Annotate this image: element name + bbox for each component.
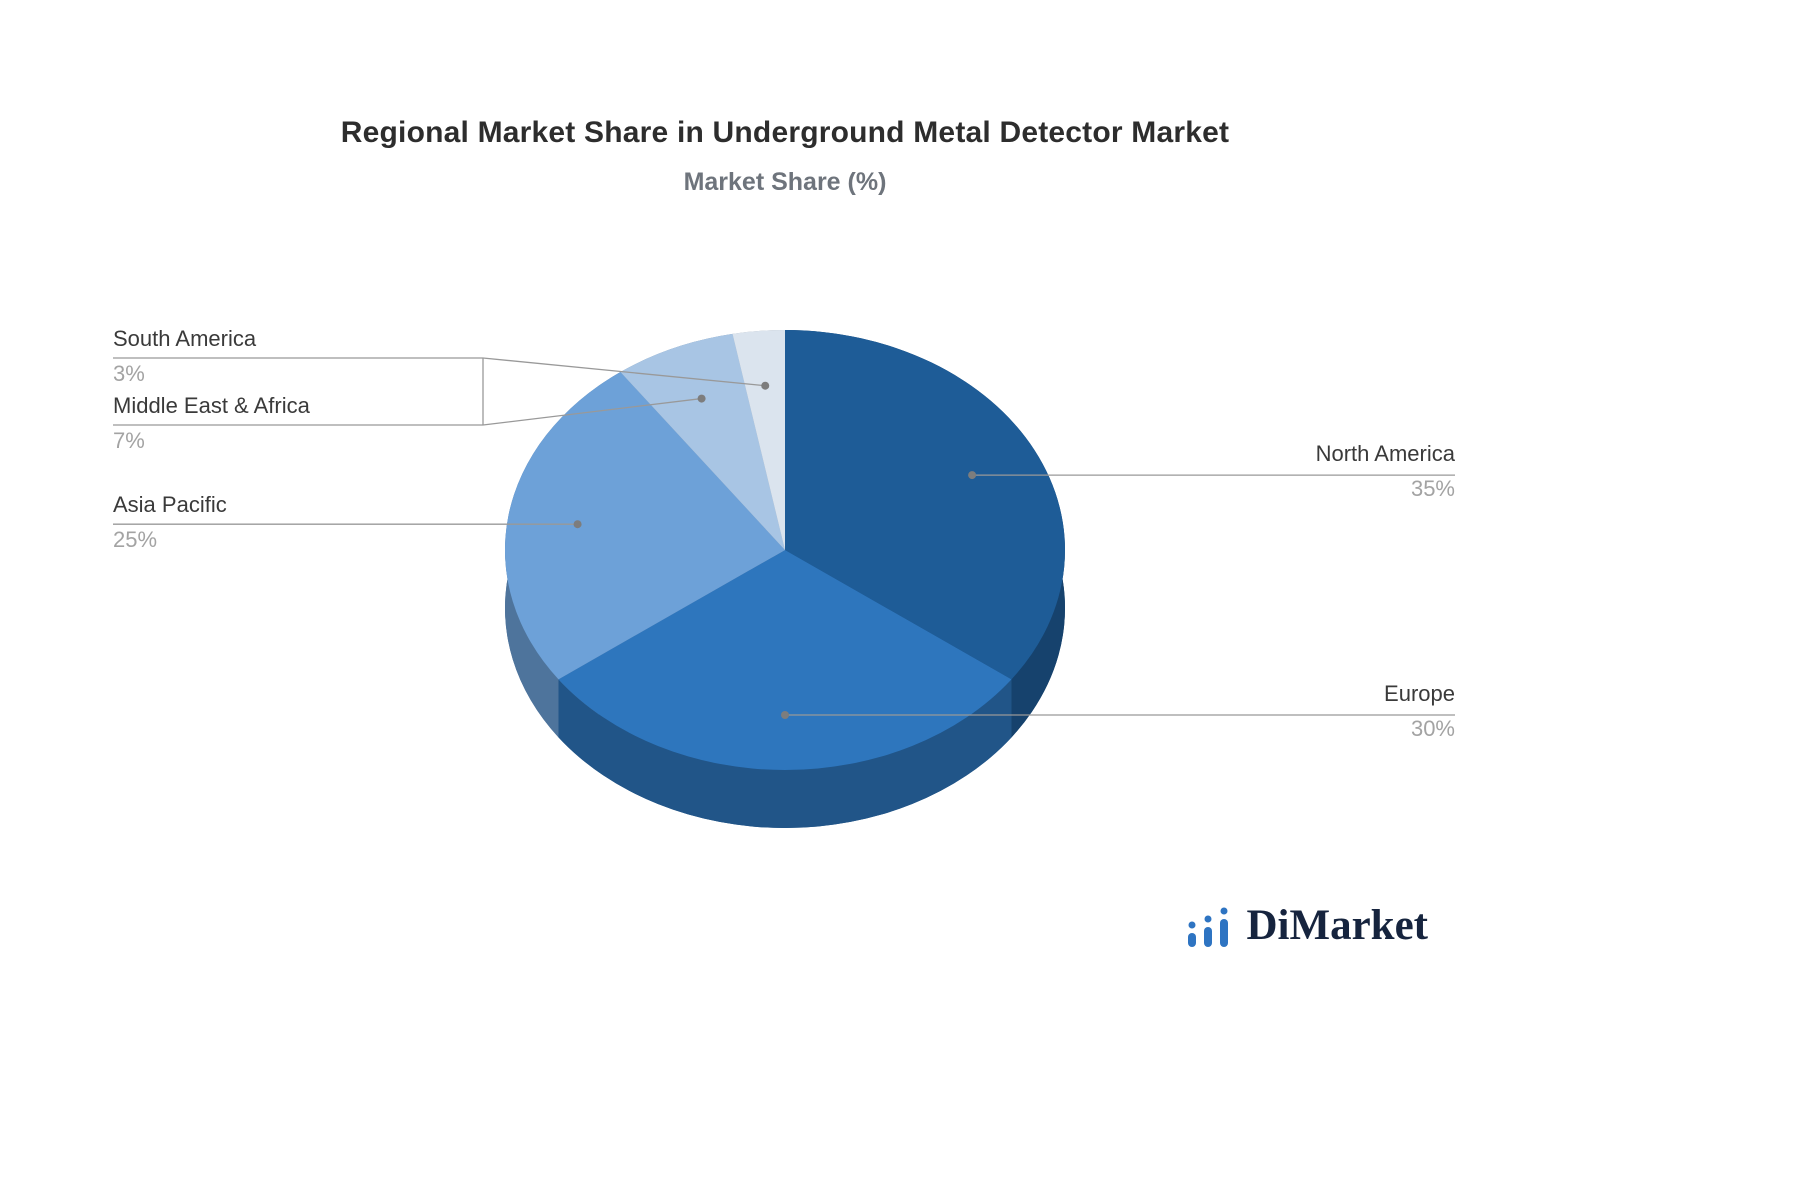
chart-subtitle: Market Share (%) (683, 168, 887, 196)
pie-slice-north-america[interactable] (785, 330, 1065, 680)
label-north-america-value: 35% (1410, 476, 1455, 501)
label-south-america: South America 3% (113, 326, 256, 387)
label-asia-pacific: Asia Pacific 25% (113, 492, 227, 553)
leader-dot (697, 394, 706, 403)
logo-bars-icon (1187, 907, 1228, 947)
label-asia-pacific-value: 25% (113, 527, 158, 552)
pie-slice-asia-pacific[interactable] (505, 372, 785, 680)
pie-slice-europe-side (558, 679, 1012, 828)
leader-dot (573, 520, 582, 529)
label-middle-east-africa-value: 7% (113, 428, 145, 453)
pie-slice-south-america[interactable] (732, 330, 785, 550)
label-middle-east-africa-name: Middle East & Africa (113, 393, 310, 418)
label-europe-name: Europe (1384, 681, 1455, 706)
pie-slice-middle-east-africa[interactable] (620, 333, 785, 550)
brand-logo-text: DiMarket (1246, 902, 1429, 949)
label-south-america-value: 3% (113, 361, 145, 386)
leader-dot (968, 471, 977, 480)
leader-dot (781, 711, 789, 719)
pie-top-layer (505, 330, 1065, 771)
label-south-america-name: South America (113, 326, 257, 351)
chart-title: Regional Market Share in Underground Met… (340, 116, 1230, 149)
label-asia-pacific-name: Asia Pacific (113, 492, 227, 517)
brand-logo: DiMarket (1186, 901, 1429, 950)
leader-lines (113, 357, 1455, 719)
label-north-america: North America 35% (1316, 441, 1455, 502)
label-europe-value: 30% (1410, 716, 1455, 741)
leader-dot (761, 381, 770, 390)
label-europe: Europe 30% (1384, 681, 1455, 742)
label-middle-east-africa: Middle East & Africa 7% (113, 393, 310, 454)
label-north-america-name: North America (1315, 441, 1455, 466)
